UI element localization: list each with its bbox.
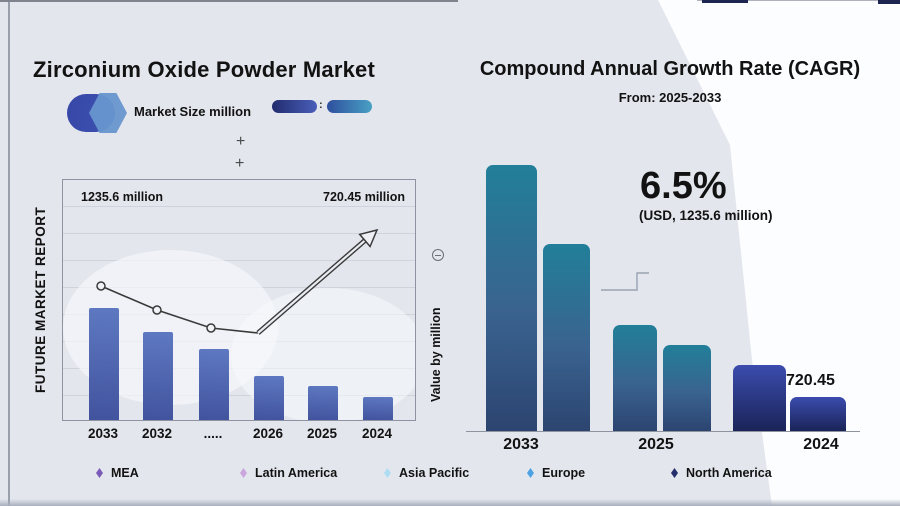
top-border-left [0,0,458,2]
cagr-header: Compound Annual Growth Rate (CAGR) From:… [455,58,885,105]
top-navy-sliver [702,0,748,3]
right-xlabel: 2033 [503,436,539,453]
legend-label: North America [686,466,772,480]
left-xlabel: 2025 [306,426,338,441]
legend-label: MEA [111,466,139,480]
plus-mark: + [235,155,245,172]
left-xlabel: 2033 [87,426,119,441]
trend-line-arrow [96,228,379,335]
cagr-value: 6.5% [640,165,727,207]
left-vertical-label: FUTURE MARKET REPORT [33,206,48,394]
cylinder-logo-icon [67,93,129,133]
right-xlabel: 2024 [803,436,839,453]
left-border [8,2,10,506]
cagr-chart: 2033 2025 2024 [462,160,860,453]
x-axis-baseline [466,430,860,432]
cagr-title: Compound Annual Growth Rate (CAGR) [479,58,861,80]
left-xlabel: ..... [203,426,223,441]
bottom-edge-shade [0,499,900,506]
right-bar-2024 [733,365,786,431]
value-annotation-2024: 720.45 million [323,190,405,204]
left-xlabel: 2032 [141,426,173,441]
bar-value-annotation: 720.45 [786,372,835,389]
diamond-marker-icon [527,468,534,478]
legend-item-asia-pacific: Asia Pacific [384,466,469,480]
ratio-pills: : [272,99,382,113]
left-bar-2024 [363,397,393,420]
market-size-chart: 1235.6 million 720.45 million [62,179,416,421]
left-xlabel: 2026 [252,426,284,441]
market-size-label: Market Size million [134,104,252,119]
left-bar-2032 [143,332,173,420]
legend-label: Europe [542,466,586,480]
value-axis-label: Value by million [429,307,443,403]
right-bar-2025 [663,345,711,431]
legend-item-mea: MEA [96,466,139,480]
left-bar-2025 [308,386,338,420]
diamond-marker-icon [671,468,678,478]
ratio-separator: : [319,99,323,111]
circled-minus-icon [432,249,444,261]
right-bar-2033 [543,244,590,431]
top-border-right [697,0,900,1]
diamond-marker-icon [384,468,391,478]
legend-label: Asia Pacific [399,466,470,480]
right-xlabel: 2025 [638,436,674,453]
pill-navy-icon [272,100,317,113]
pill-teal-icon [327,100,372,113]
diamond-marker-icon [96,468,103,478]
left-xlabel: 2024 [361,426,393,441]
cagr-note: (USD, 1235.6 million) [639,208,773,223]
right-bar-2033 [486,165,537,431]
right-bar-2024 [790,397,846,431]
legend-label: Latin America [255,466,338,480]
step-line-decoration [601,272,649,291]
left-bar-..... [199,349,229,420]
cagr-subtitle: From: 2025-2033 [618,90,722,105]
left-chart-bars [63,180,415,420]
top-navy-sliver [878,0,900,4]
legend-item-europe: Europe [527,466,585,480]
value-annotation-2033: 1235.6 million [81,190,163,204]
left-bar-2033 [89,308,119,420]
left-bar-2026 [254,376,284,420]
right-bar-2025 [613,325,657,431]
left-chart-xaxis: 2033 2032..... 2026 2025 2024 [62,426,416,444]
legend-item-north-america: North America [671,466,772,480]
legend-item-latin-america: Latin America [240,466,337,480]
page-title: Zirconium Oxide Powder Market [33,57,375,82]
plus-mark: + [236,133,246,150]
diamond-marker-icon [240,468,247,478]
